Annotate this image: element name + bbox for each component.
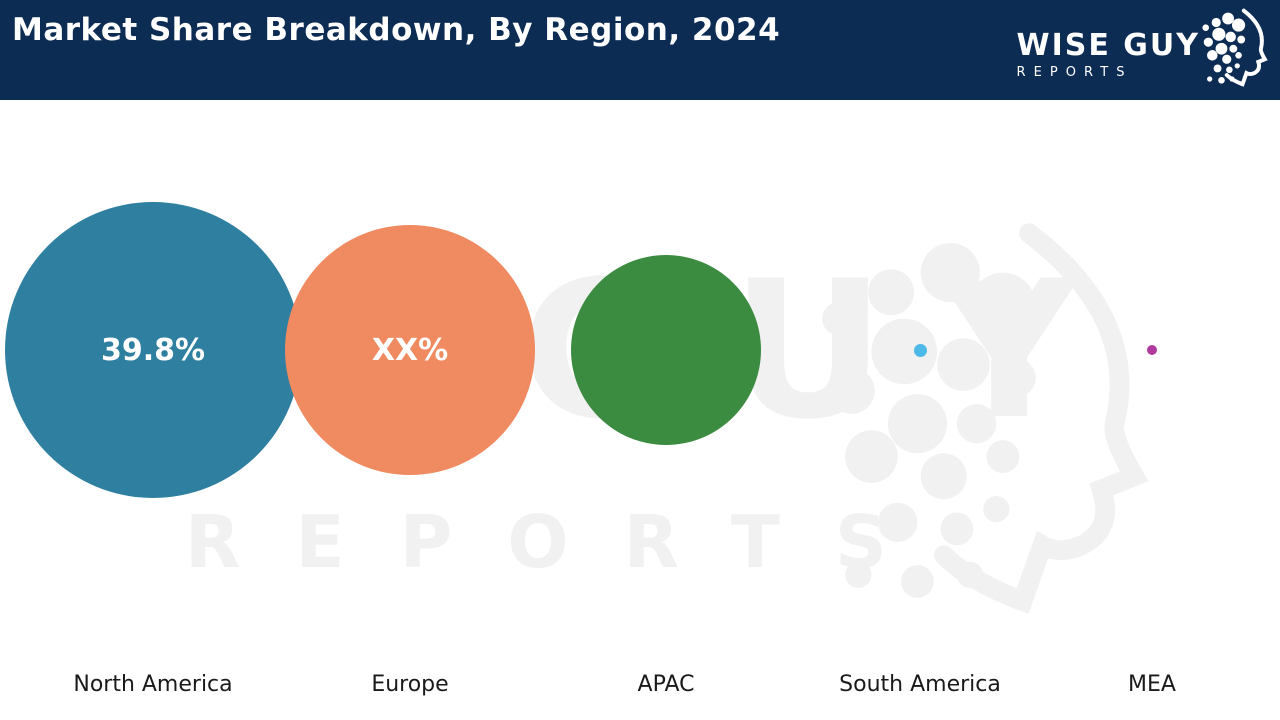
bubble-north-america: 39.8% — [5, 202, 301, 498]
category-label-europe: Europe — [371, 672, 449, 697]
bubble-value-label: 39.8% — [100, 332, 206, 368]
bubble-chart: GUY REPORTS 39.8% XX% North America Euro… — [0, 100, 1280, 720]
bubble-value-label: XX% — [371, 332, 449, 368]
category-label-south-america: South America — [839, 672, 1001, 697]
bubble-apac — [571, 255, 761, 445]
brand-logo: WISE GUY REPORTS — [1016, 0, 1280, 100]
category-label-mea: MEA — [1128, 672, 1176, 697]
brand-logo-subtitle: REPORTS — [1016, 65, 1133, 80]
brand-logo-name: WISE GUY — [1016, 28, 1200, 63]
watermark-text-small: REPORTS — [185, 500, 942, 584]
bubble-europe: XX% — [285, 225, 535, 475]
page-title: Market Share Breakdown, By Region, 2024 — [12, 12, 781, 48]
header: Market Share Breakdown, By Region, 2024 … — [0, 0, 1280, 100]
head-profile-icon — [1202, 8, 1268, 87]
category-label-apac: APAC — [637, 672, 695, 697]
watermark-head-profile-icon — [822, 223, 1149, 614]
bubble-south-america — [913, 343, 927, 357]
brand-logo-text: WISE GUY REPORTS — [1016, 28, 1200, 80]
category-label-north-america: North America — [73, 672, 233, 697]
bubble-mea — [1147, 345, 1157, 355]
